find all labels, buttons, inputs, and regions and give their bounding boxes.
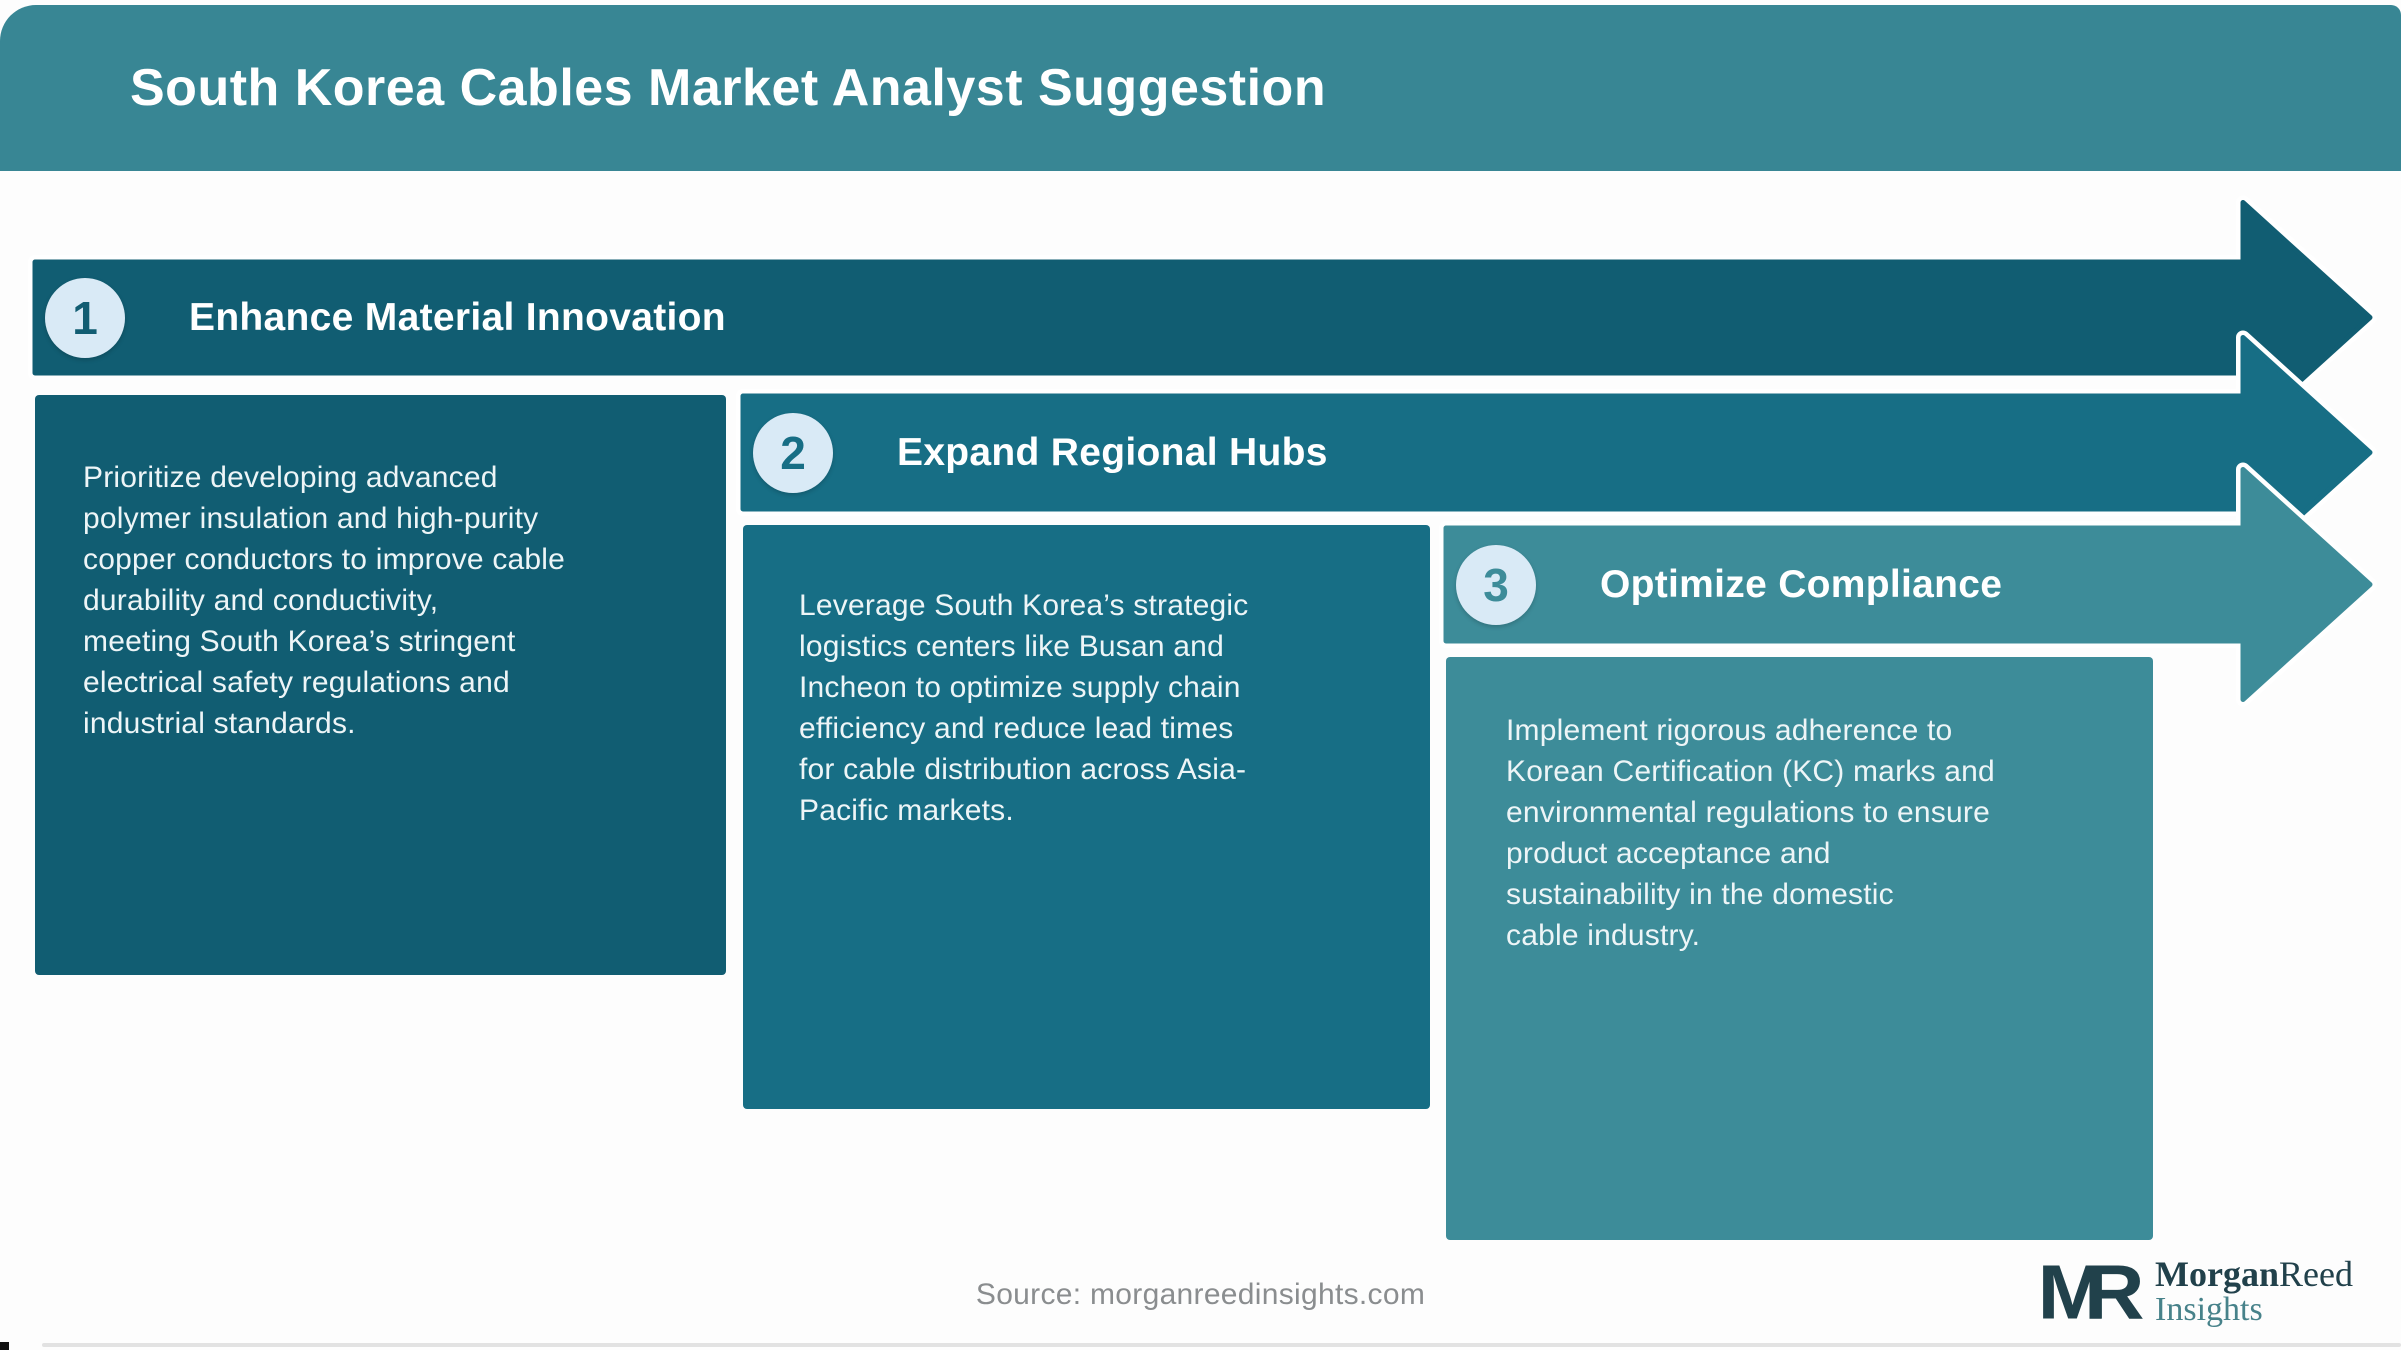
step2-title: Expand Regional Hubs <box>897 430 1328 474</box>
step1-description: Prioritize developing advanced polymer i… <box>35 395 726 975</box>
morganreed-logo: MR MorganReed Insights <box>2037 1248 2353 1336</box>
step3-description: Implement rigorous adherence to Korean C… <box>1446 657 2153 1240</box>
bottom-strip-track <box>42 1343 2401 1347</box>
step2-number-badge: 2 <box>753 412 833 493</box>
logo-name-secondary: Reed <box>2279 1254 2353 1294</box>
source-attribution: Source: morganreedinsights.com <box>975 1278 1426 1311</box>
morganreed-wordmark: MorganReed Insights <box>2155 1256 2353 1328</box>
step1-banner: 1 Enhance Material Innovation <box>45 262 726 373</box>
arrow-shape-step2 <box>740 335 2373 570</box>
page-title: South Korea Cables Market Analyst Sugges… <box>130 59 1327 117</box>
logo-name-primary: Morgan <box>2155 1254 2280 1294</box>
step1-title: Enhance Material Innovation <box>189 295 726 339</box>
step2-banner: 2 Expand Regional Hubs <box>753 396 1328 509</box>
bottom-strip-dark-segment <box>0 1342 9 1350</box>
step3-number-badge: 3 <box>1456 544 1536 625</box>
step2-description: Leverage South Korea’s strategic logisti… <box>743 525 1430 1109</box>
step1-number-badge: 1 <box>45 277 125 358</box>
header-bar: South Korea Cables Market Analyst Sugges… <box>0 5 2401 171</box>
arrow-shape-step1 <box>32 200 2373 435</box>
arrow-shape-step3 <box>1443 467 2373 702</box>
step3-banner: 3 Optimize Compliance <box>1456 528 2002 641</box>
logo-tagline: Insights <box>2155 1291 2263 1328</box>
step3-title: Optimize Compliance <box>1600 562 2003 606</box>
morganreed-monogram-icon: MR <box>2037 1248 2144 1336</box>
